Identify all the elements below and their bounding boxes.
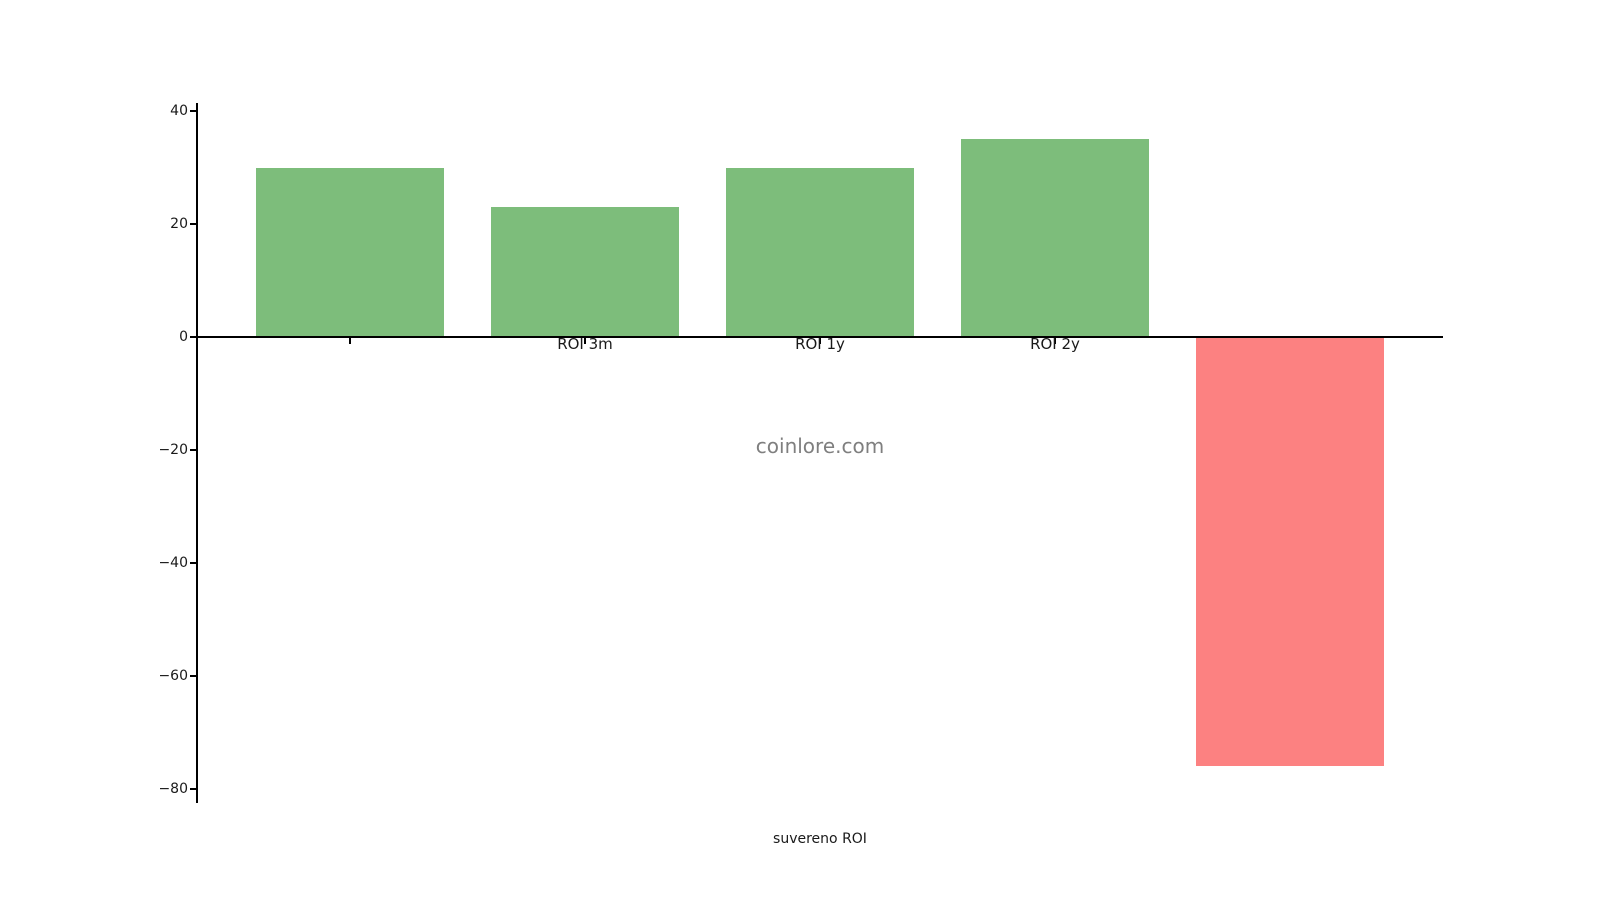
x-axis-tick-label: ROI 1y (795, 335, 845, 353)
x-axis-tick (584, 337, 586, 344)
bar-roi-1y (726, 167, 914, 337)
bar-roi-3m (491, 207, 679, 337)
y-axis-tick-label: −80 (158, 781, 188, 797)
y-axis-tick (190, 449, 197, 451)
y-axis-tick-label: −40 (158, 555, 188, 571)
x-axis-tick (1054, 337, 1056, 344)
x-axis-tick-label: ROI 3m (557, 335, 613, 353)
x-axis-tick-label: ROI 2y (1030, 335, 1080, 353)
bar-col-1 (256, 167, 444, 337)
y-axis-tick (190, 562, 197, 564)
y-axis-tick-label: 40 (170, 103, 188, 119)
bar-col-5 (1196, 337, 1384, 767)
x-axis-title: suvereno ROI (773, 831, 867, 847)
y-axis-tick (190, 336, 197, 338)
y-axis-tick (190, 788, 197, 790)
y-axis-tick-label: −60 (158, 668, 188, 684)
y-axis-tick (190, 223, 197, 225)
y-axis-tick-label: 20 (170, 216, 188, 232)
y-axis-tick (190, 110, 197, 112)
x-axis-tick (819, 337, 821, 344)
bar-roi-2y (961, 139, 1149, 337)
watermark: coinlore.com (755, 434, 885, 458)
x-axis-line (196, 336, 1443, 338)
y-axis-line (196, 103, 198, 803)
x-axis-tick (349, 337, 351, 344)
y-axis-tick-label: 0 (179, 329, 188, 345)
y-axis-tick (190, 675, 197, 677)
y-axis-tick-label: −20 (158, 442, 188, 458)
